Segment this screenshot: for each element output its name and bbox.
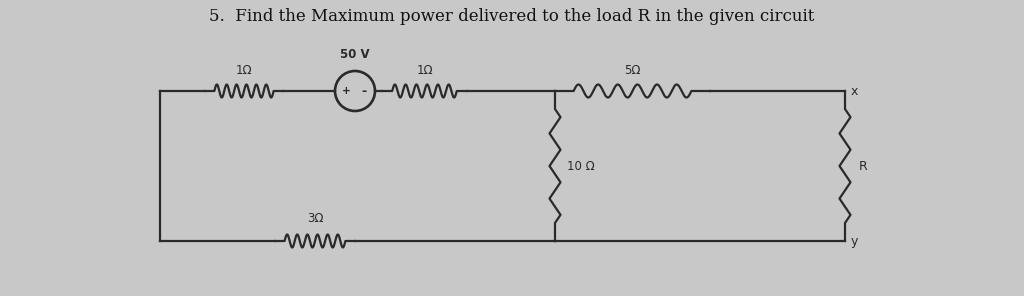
- Text: 1Ω: 1Ω: [236, 64, 252, 77]
- Text: R: R: [859, 160, 867, 173]
- Text: 1Ω: 1Ω: [416, 64, 433, 77]
- Text: 3Ω: 3Ω: [307, 212, 324, 225]
- Text: 10 Ω: 10 Ω: [567, 160, 595, 173]
- Text: +: +: [342, 86, 350, 96]
- Text: -: -: [361, 84, 367, 97]
- Text: 50 V: 50 V: [340, 48, 370, 61]
- Text: 5Ω: 5Ω: [625, 64, 641, 77]
- Text: y: y: [851, 234, 858, 247]
- Text: 5.  Find the Maximum power delivered to the load R in the given circuit: 5. Find the Maximum power delivered to t…: [209, 8, 815, 25]
- Text: x: x: [851, 84, 858, 97]
